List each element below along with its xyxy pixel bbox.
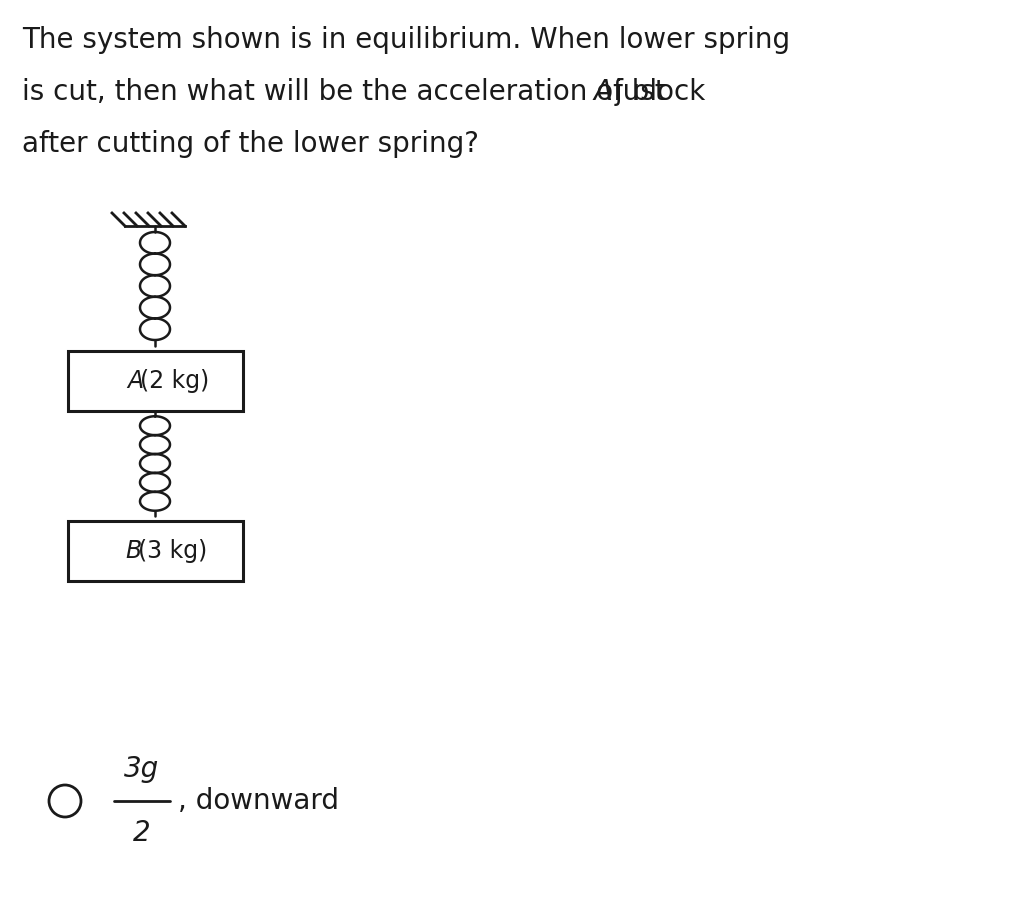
Text: (3 kg): (3 kg) <box>138 539 207 563</box>
Text: The system shown is in equilibrium. When lower spring: The system shown is in equilibrium. When… <box>22 26 791 54</box>
Text: A: A <box>593 78 612 106</box>
Text: after cutting of the lower spring?: after cutting of the lower spring? <box>22 130 479 158</box>
Text: (2 kg): (2 kg) <box>140 369 209 393</box>
Text: B: B <box>125 539 141 563</box>
Bar <box>68 521 243 581</box>
Text: , downward: , downward <box>178 787 339 815</box>
Bar <box>68 351 243 411</box>
Text: 2: 2 <box>133 819 151 847</box>
Text: 3g: 3g <box>124 755 160 783</box>
Text: is cut, then what will be the acceleration of block: is cut, then what will be the accelerati… <box>22 78 714 106</box>
Text: just: just <box>606 78 666 106</box>
Text: A: A <box>127 369 143 393</box>
